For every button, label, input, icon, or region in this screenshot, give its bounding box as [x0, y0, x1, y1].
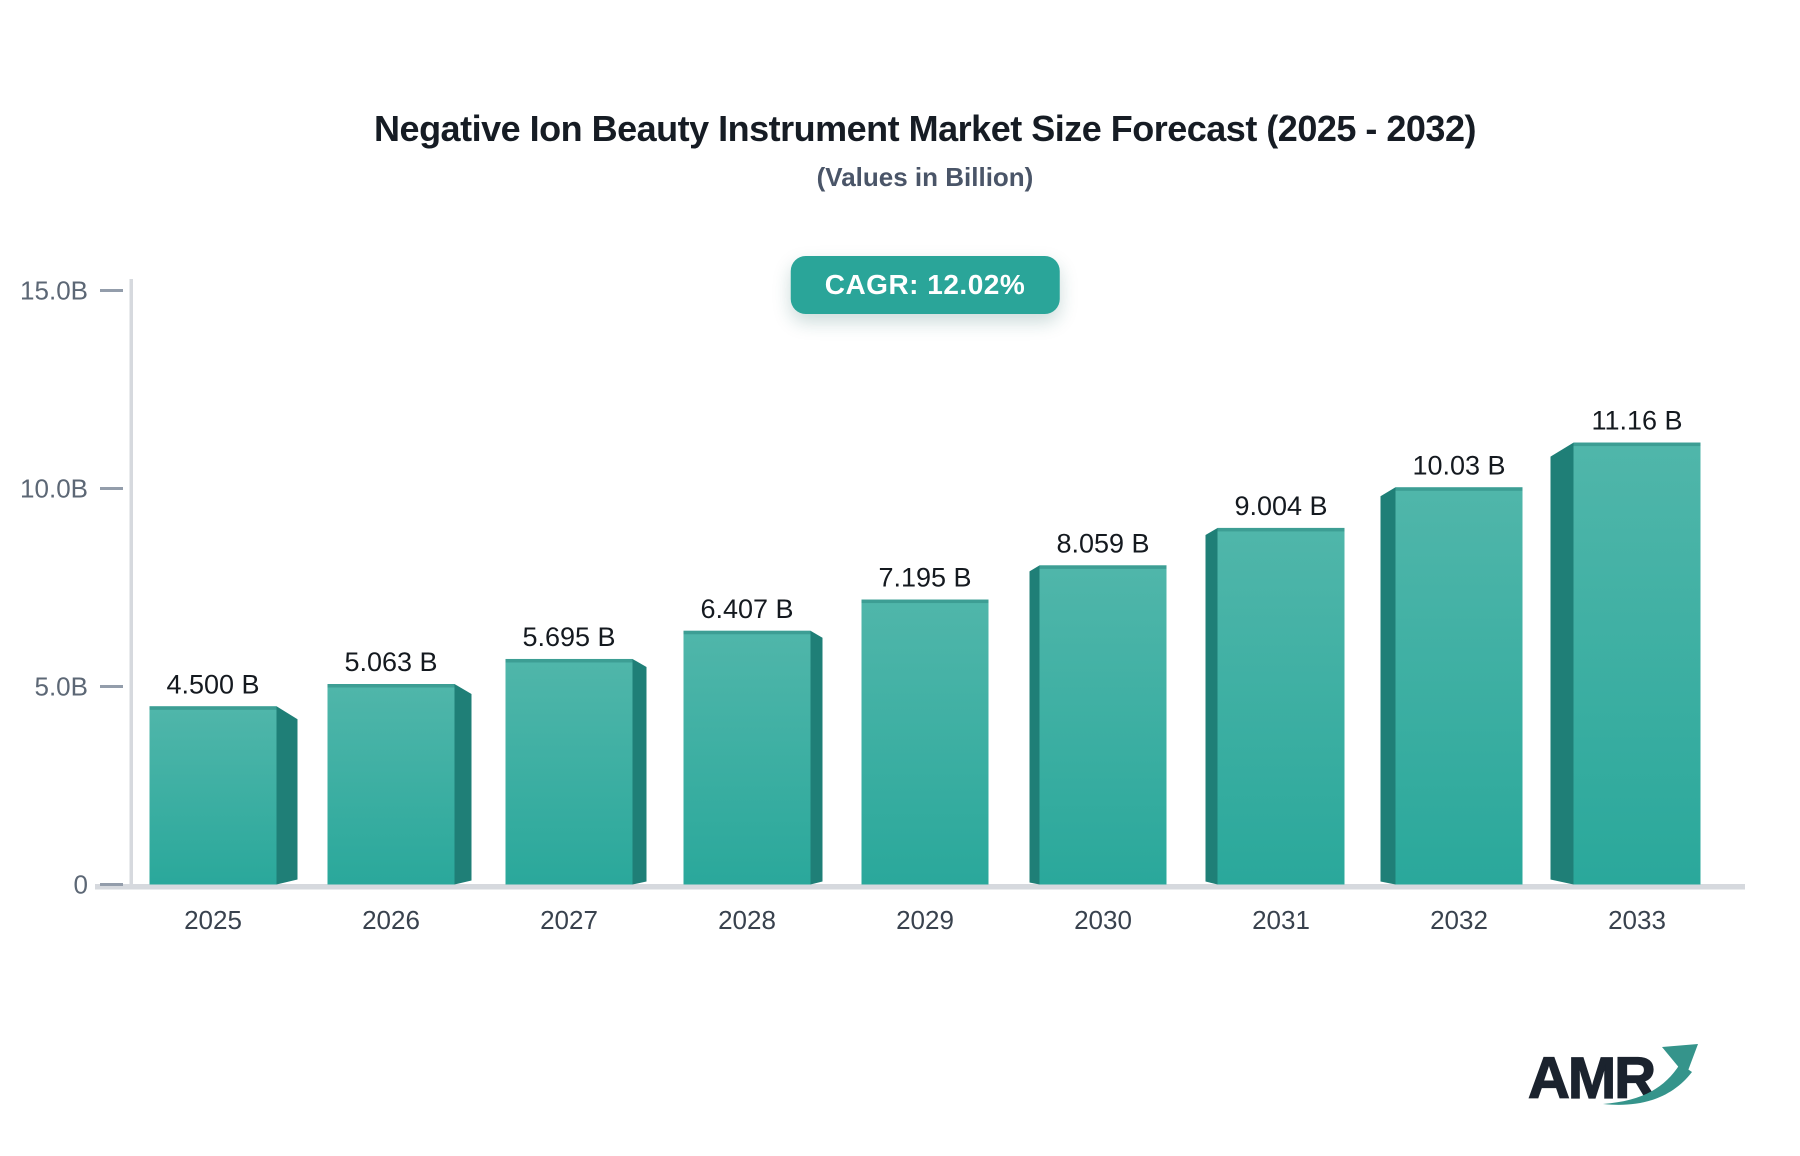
y-tick	[100, 685, 123, 688]
bar-top-edge	[505, 658, 633, 663]
bar-top-edge	[683, 630, 811, 635]
y-tick-label: 0	[74, 870, 88, 900]
x-category-label: 2027	[540, 905, 598, 935]
y-tick-label: 10.0B	[20, 474, 88, 504]
bar-side-face	[1029, 565, 1040, 885]
bar-side-face	[276, 706, 298, 885]
bar-front-face	[683, 630, 811, 885]
x-category-label: 2026	[362, 905, 420, 935]
bar-front-face	[1395, 487, 1523, 885]
bar-2026: 5.063 B 2026	[327, 647, 472, 935]
y-axis-line	[129, 279, 133, 889]
bar-front-face	[505, 658, 633, 885]
bar-value-label: 6.407 B	[700, 594, 793, 624]
bar-side-face	[454, 684, 472, 885]
bar-front-face	[1217, 527, 1345, 885]
bar-front-face	[149, 706, 277, 885]
bar-2029: 7.195 B 2029	[861, 563, 989, 935]
cagr-badge: CAGR: 12.02%	[790, 256, 1060, 314]
bar-value-label: 11.16 B	[1591, 406, 1682, 436]
x-category-label: 2032	[1430, 905, 1488, 935]
y-tick	[100, 487, 123, 490]
bar-2033: 11.16 B 2033	[1550, 406, 1701, 935]
x-category-label: 2031	[1252, 905, 1310, 935]
y-tick-label: 15.0B	[20, 276, 88, 306]
bar-side-face	[1550, 442, 1574, 885]
x-category-label: 2033	[1608, 905, 1666, 935]
bar-2025: 4.500 B 2025	[149, 669, 298, 935]
bar-top-edge	[1395, 487, 1523, 491]
bar-side-face	[810, 630, 823, 885]
bar-front-face	[1039, 565, 1167, 885]
bar-2027: 5.695 B 2027	[505, 622, 647, 935]
bar-side-face	[1380, 487, 1396, 885]
bar-value-label: 5.063 B	[344, 647, 437, 677]
bar-top-edge	[1217, 527, 1345, 532]
bar-side-face	[632, 658, 647, 885]
bar-front-face	[327, 684, 455, 885]
bar-value-label: 9.004 B	[1234, 491, 1327, 521]
bar-value-label: 7.195 B	[878, 563, 971, 593]
bar-value-label: 5.695 B	[522, 622, 615, 652]
logo-arrow-head	[1662, 1044, 1698, 1076]
bars: 4.500 B 2025 5.063 B 2026 5.695 B 2027 6.407 B…	[149, 406, 1701, 935]
bar-value-label: 10.03 B	[1412, 450, 1505, 480]
x-category-label: 2029	[896, 905, 954, 935]
bar-value-label: 8.059 B	[1056, 528, 1149, 558]
bar-front-face	[1573, 442, 1701, 885]
bar-top-edge	[327, 684, 455, 688]
bar-2031: 9.004 B 2031	[1205, 491, 1345, 935]
bar-top-edge	[1573, 442, 1701, 447]
bar-top-edge	[1039, 565, 1167, 569]
bar-side-face	[1205, 527, 1218, 885]
logo-text: AMR	[1528, 1046, 1655, 1111]
x-category-label: 2025	[184, 905, 242, 935]
bar-2030: 8.059 B 2030	[1029, 528, 1167, 935]
x-category-label: 2030	[1074, 905, 1132, 935]
bar-top-edge	[149, 706, 277, 710]
bar-top-edge	[861, 599, 989, 604]
bar-2028: 6.407 B 2028	[683, 594, 823, 935]
amr-logo: AMR	[1527, 1044, 1698, 1112]
y-tick	[100, 289, 123, 292]
bar-value-label: 4.500 B	[166, 669, 259, 699]
page-title: Negative Ion Beauty Instrument Market Si…	[374, 108, 1476, 149]
y-tick-label: 5.0B	[35, 672, 89, 702]
bar-front-face	[861, 599, 989, 885]
x-category-label: 2028	[718, 905, 776, 935]
bar-2032: 10.03 B 2032	[1380, 450, 1523, 935]
x-axis-line	[95, 884, 1745, 890]
y-tick	[100, 883, 123, 886]
axes: 15.0B 10.0B 5.0B 0	[20, 276, 1745, 900]
page-subtitle: (Values in Billion)	[816, 162, 1034, 192]
